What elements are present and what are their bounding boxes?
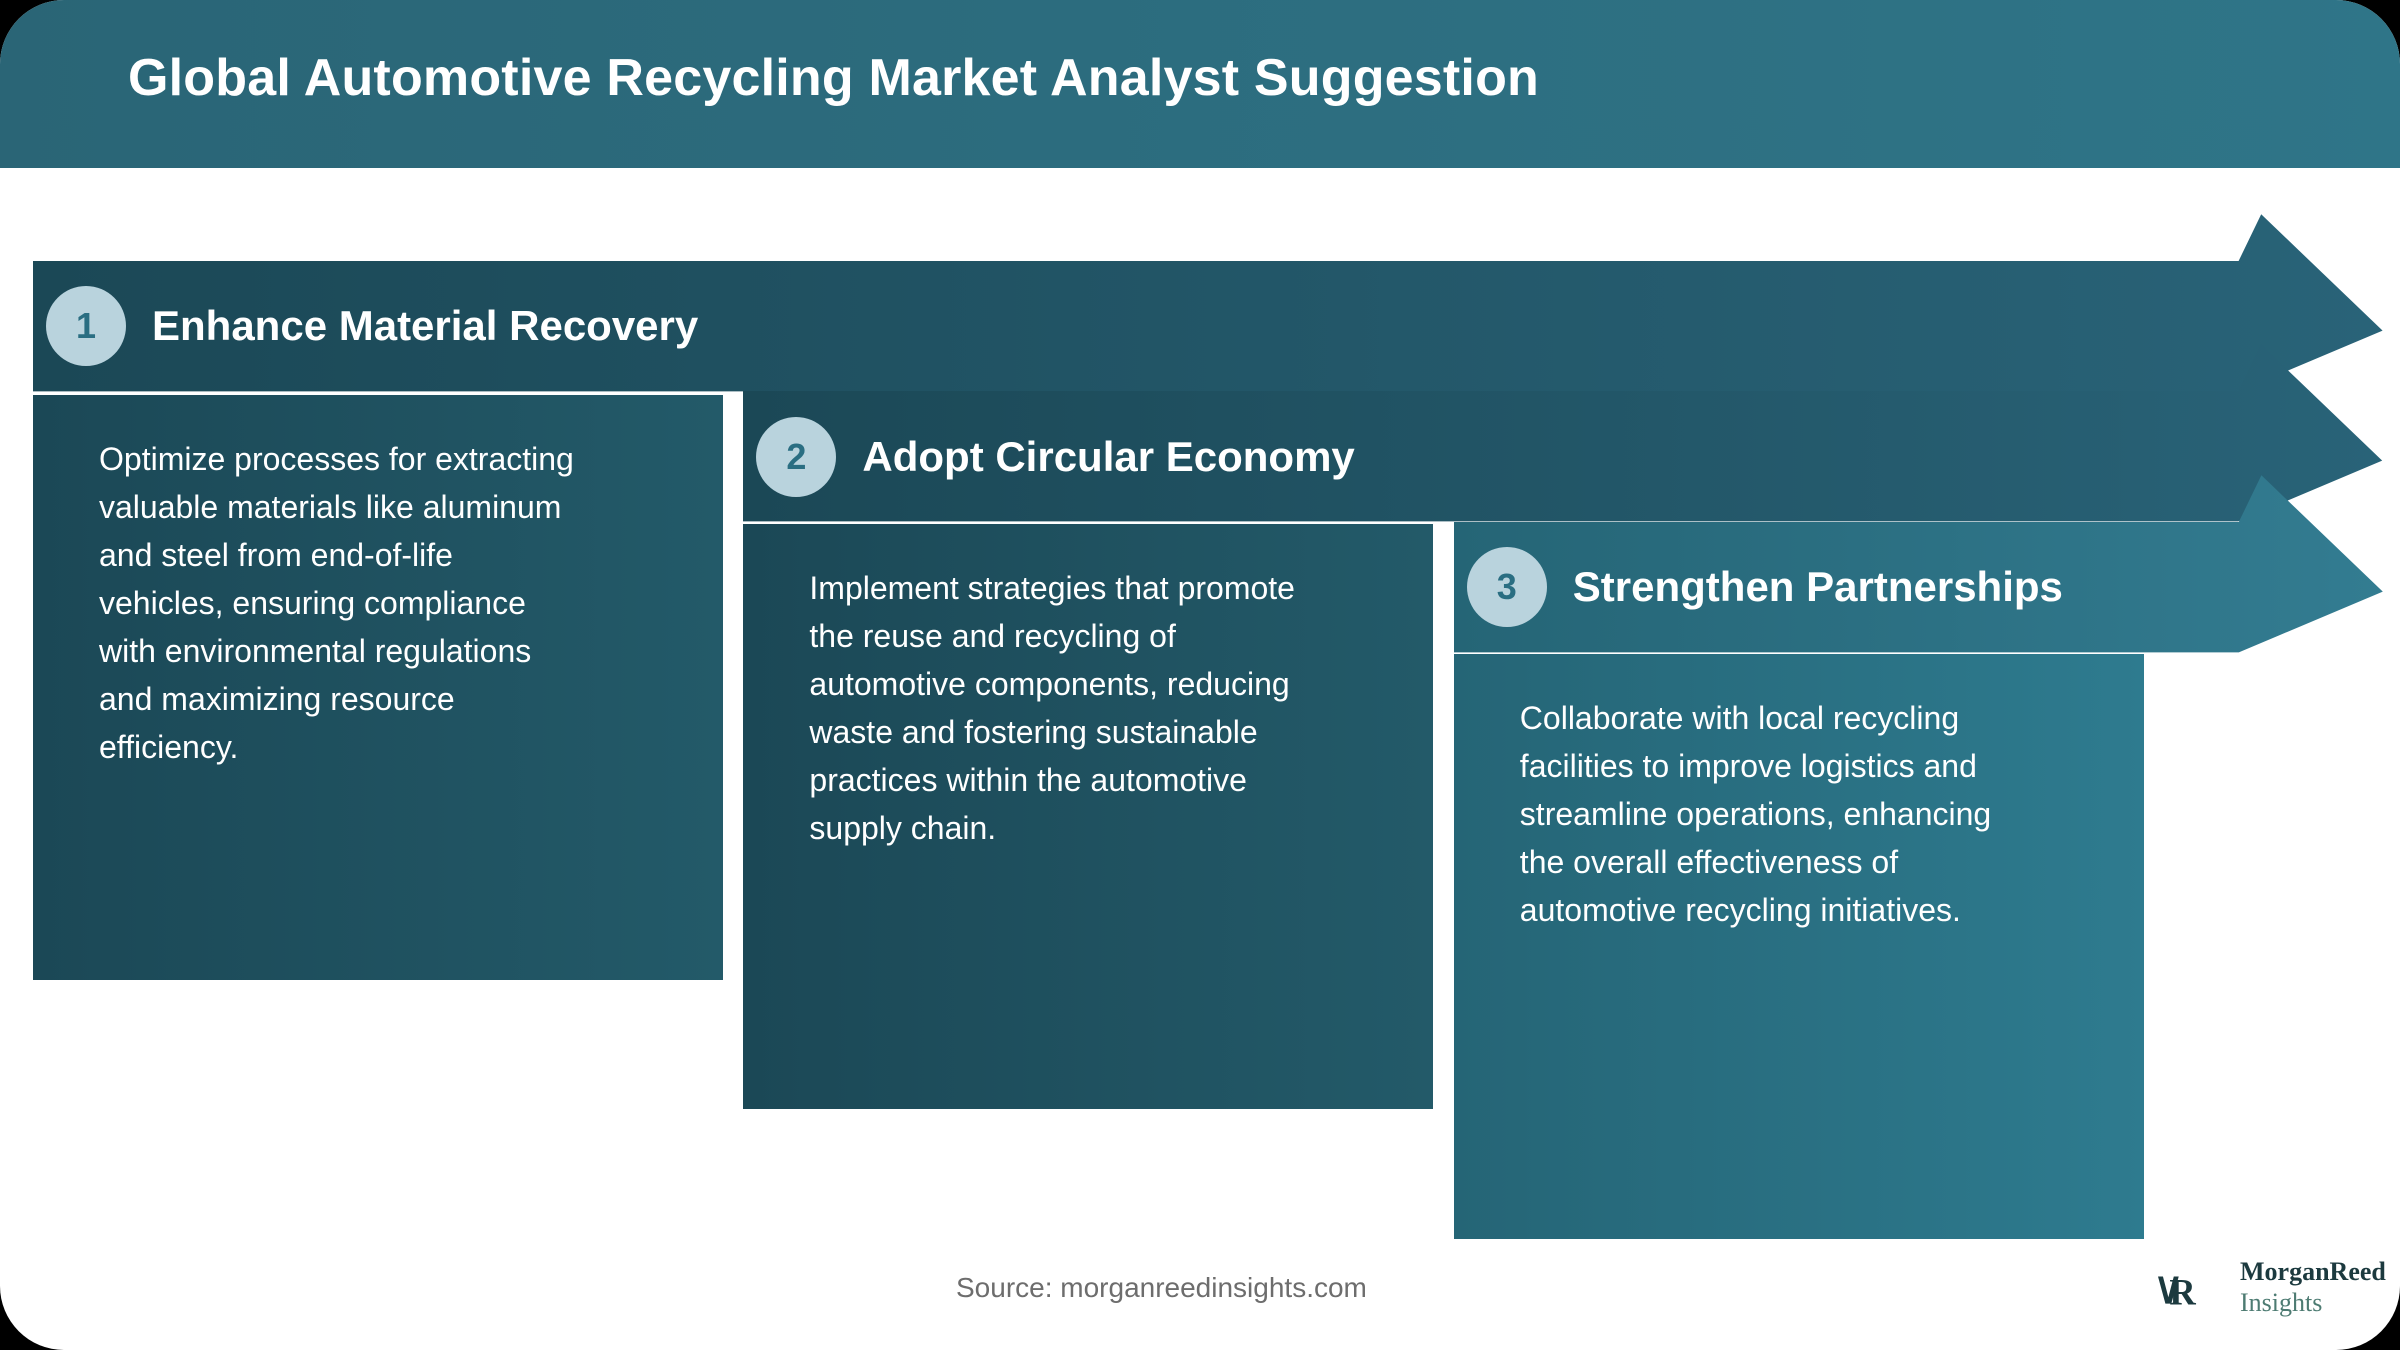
svg-text:R: R [2169,1272,2196,1313]
